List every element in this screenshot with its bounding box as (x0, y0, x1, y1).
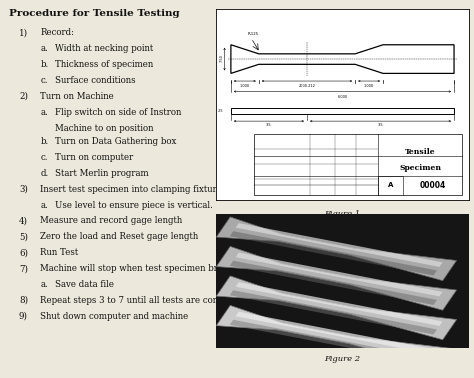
Text: Record:: Record: (40, 28, 74, 37)
Text: Zero the load and Reset gage length: Zero the load and Reset gage length (40, 232, 199, 242)
Polygon shape (216, 276, 456, 340)
Text: c.: c. (40, 76, 48, 85)
Text: Turn on computer: Turn on computer (55, 153, 133, 162)
Polygon shape (216, 217, 456, 281)
Text: 2000.212: 2000.212 (299, 84, 315, 88)
Polygon shape (216, 305, 456, 369)
Text: b.: b. (40, 60, 48, 69)
Polygon shape (230, 261, 437, 305)
Text: Shut down computer and machine: Shut down computer and machine (40, 312, 189, 321)
Text: 1.000: 1.000 (364, 84, 374, 88)
Text: A: A (388, 182, 393, 188)
Text: Figure 1: Figure 1 (324, 210, 361, 218)
Polygon shape (236, 223, 443, 267)
Text: 2): 2) (19, 92, 28, 101)
Text: Run Test: Run Test (40, 248, 79, 257)
Text: a.: a. (40, 44, 48, 53)
Polygon shape (230, 231, 437, 276)
Polygon shape (216, 246, 456, 310)
Text: Use level to ensure piece is vertical.: Use level to ensure piece is vertical. (55, 201, 212, 210)
Text: Turn on Data Gathering box: Turn on Data Gathering box (55, 137, 176, 146)
Text: Specimen: Specimen (399, 164, 441, 172)
Text: Width at necking point: Width at necking point (55, 44, 153, 53)
Polygon shape (236, 282, 443, 326)
Text: R.125: R.125 (247, 32, 258, 36)
Text: 6.000: 6.000 (337, 95, 347, 99)
Text: 1.000: 1.000 (240, 84, 250, 88)
Text: Measure and record gage length: Measure and record gage length (40, 217, 182, 226)
Text: Start Merlin program: Start Merlin program (55, 169, 148, 178)
Text: 3): 3) (19, 185, 28, 194)
Text: Thickness of specimen: Thickness of specimen (55, 60, 153, 69)
Polygon shape (236, 253, 443, 296)
Text: a.: a. (40, 201, 48, 210)
Text: Procedure for Tensile Testing: Procedure for Tensile Testing (9, 9, 180, 19)
Text: b.: b. (40, 137, 48, 146)
Text: 1): 1) (19, 28, 28, 37)
Text: Tensile: Tensile (405, 149, 436, 156)
Bar (231, 108, 454, 115)
Text: .25: .25 (218, 109, 223, 113)
Text: Flip switch on side of Instron: Flip switch on side of Instron (55, 108, 181, 117)
Bar (254, 133, 462, 195)
Text: 5): 5) (19, 232, 28, 242)
Text: 9): 9) (19, 312, 28, 321)
Text: Insert test specimen into clamping fixture.: Insert test specimen into clamping fixtu… (40, 185, 225, 194)
Text: d.: d. (40, 169, 48, 178)
Text: Surface conditions: Surface conditions (55, 76, 135, 85)
Polygon shape (230, 290, 437, 335)
Polygon shape (236, 312, 443, 355)
Text: 00004: 00004 (419, 181, 446, 190)
Text: Figure 2: Figure 2 (324, 355, 361, 363)
Text: Machine will stop when test specimen breaks: Machine will stop when test specimen bre… (40, 264, 238, 273)
Text: c.: c. (40, 153, 48, 162)
Text: 4): 4) (19, 217, 28, 226)
Text: Save data file: Save data file (55, 280, 113, 289)
Text: Machine to on position: Machine to on position (55, 124, 153, 133)
Text: 8): 8) (19, 296, 28, 305)
Text: a.: a. (40, 280, 48, 289)
Text: 3.5: 3.5 (266, 123, 272, 127)
Text: 7): 7) (19, 264, 28, 273)
Polygon shape (231, 45, 454, 73)
Bar (378, 175, 403, 195)
Text: 3.5: 3.5 (378, 123, 383, 127)
Text: .750: .750 (219, 54, 223, 62)
Text: a.: a. (40, 108, 48, 117)
Text: Repeat steps 3 to 7 until all tests are complete: Repeat steps 3 to 7 until all tests are … (40, 296, 243, 305)
Polygon shape (230, 320, 437, 364)
Text: 6): 6) (19, 248, 28, 257)
Text: Turn on Machine: Turn on Machine (40, 92, 114, 101)
